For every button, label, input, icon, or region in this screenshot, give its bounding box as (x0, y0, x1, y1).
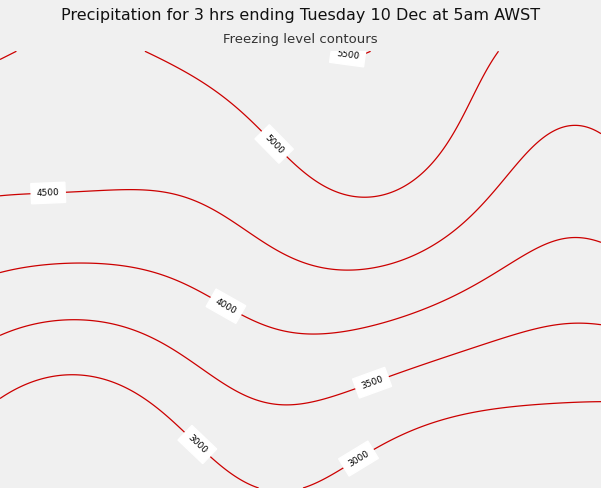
Text: 3500: 3500 (360, 375, 385, 391)
Text: Freezing level contours: Freezing level contours (223, 34, 378, 46)
Text: 3000: 3000 (186, 433, 209, 456)
Text: Precipitation for 3 hrs ending Tuesday 10 Dec at 5am AWST: Precipitation for 3 hrs ending Tuesday 1… (61, 8, 540, 23)
Text: 4500: 4500 (37, 188, 60, 198)
Text: 4000: 4000 (214, 297, 238, 316)
Text: 3000: 3000 (346, 449, 371, 468)
Text: 5500: 5500 (336, 49, 360, 61)
Text: 5000: 5000 (263, 133, 285, 155)
